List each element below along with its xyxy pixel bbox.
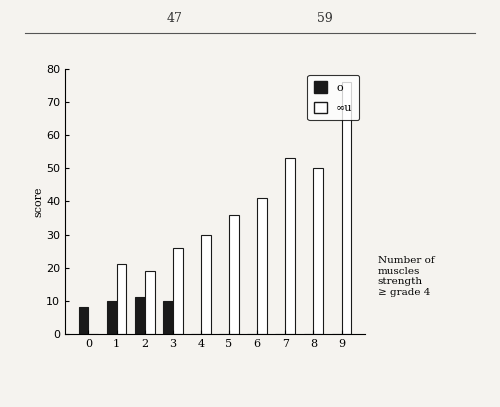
Bar <box>107 301 117 334</box>
Bar <box>78 307 88 334</box>
Bar <box>314 168 323 334</box>
Bar <box>144 271 154 334</box>
Bar <box>229 215 239 334</box>
Bar <box>342 82 351 334</box>
Legend: o, ∞u: o, ∞u <box>308 75 360 120</box>
Text: 59: 59 <box>317 12 333 25</box>
Bar <box>116 264 126 334</box>
Bar <box>163 301 173 334</box>
Text: 47: 47 <box>167 12 183 25</box>
Bar <box>286 158 295 334</box>
Y-axis label: score: score <box>33 186 43 217</box>
Bar <box>201 234 211 334</box>
Text: Number of
muscles
strength
≥ grade 4: Number of muscles strength ≥ grade 4 <box>378 256 434 297</box>
Bar <box>257 198 267 334</box>
Bar <box>135 298 144 334</box>
Bar <box>173 248 182 334</box>
